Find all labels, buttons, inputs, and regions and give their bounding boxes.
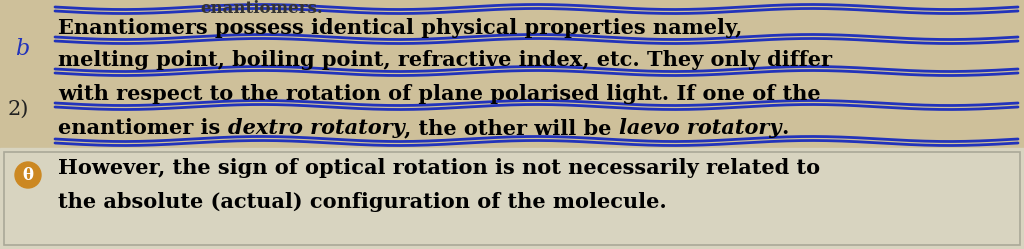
Text: dextro rotatory: dextro rotatory: [227, 118, 404, 138]
Text: .: .: [781, 118, 788, 138]
Text: However, the sign of optical rotation is not necessarily related to: However, the sign of optical rotation is…: [58, 158, 820, 178]
Bar: [0, 148, 1024, 249]
Text: , the other will be: , the other will be: [404, 118, 618, 138]
Text: Enantiomers possess identical physical properties namely,: Enantiomers possess identical physical p…: [58, 18, 742, 38]
Text: enantiomer is: enantiomer is: [58, 118, 227, 138]
Text: θ: θ: [23, 167, 34, 184]
Text: with respect to the rotation of plane polarised light. If one of the: with respect to the rotation of plane po…: [58, 84, 820, 104]
Circle shape: [15, 162, 41, 188]
Text: the absolute (actual) configuration of the molecule.: the absolute (actual) configuration of t…: [58, 192, 667, 212]
Text: b: b: [15, 38, 29, 60]
Text: enantiomers.: enantiomers.: [200, 0, 323, 17]
Text: laevo rotatory: laevo rotatory: [618, 118, 781, 138]
Text: 2): 2): [7, 100, 29, 119]
Text: melting point, boiling point, refractive index, etc. They only differ: melting point, boiling point, refractive…: [58, 50, 831, 70]
